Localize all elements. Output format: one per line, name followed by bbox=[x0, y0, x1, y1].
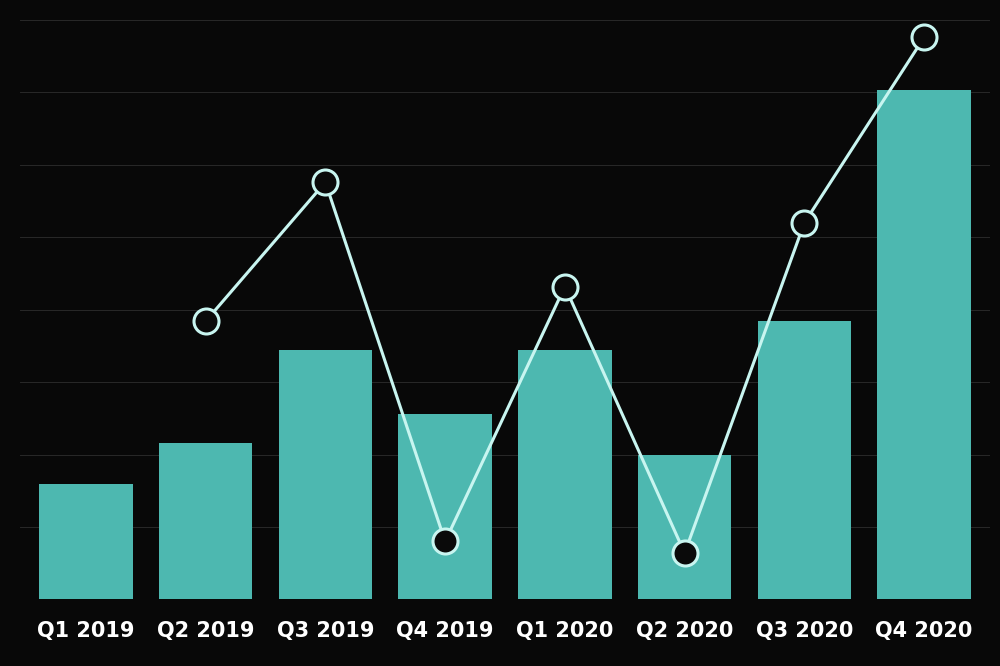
Point bbox=[437, 536, 453, 547]
Bar bbox=[159, 443, 252, 599]
Point bbox=[317, 177, 333, 188]
Point bbox=[557, 281, 573, 292]
Point bbox=[677, 547, 693, 558]
Bar bbox=[638, 455, 731, 599]
Bar bbox=[877, 89, 971, 599]
Bar bbox=[518, 350, 612, 599]
Point bbox=[198, 316, 214, 326]
Bar bbox=[39, 484, 133, 599]
Bar bbox=[279, 350, 372, 599]
Point bbox=[796, 217, 812, 228]
Bar bbox=[398, 414, 492, 599]
Bar bbox=[758, 321, 851, 599]
Point bbox=[916, 32, 932, 43]
